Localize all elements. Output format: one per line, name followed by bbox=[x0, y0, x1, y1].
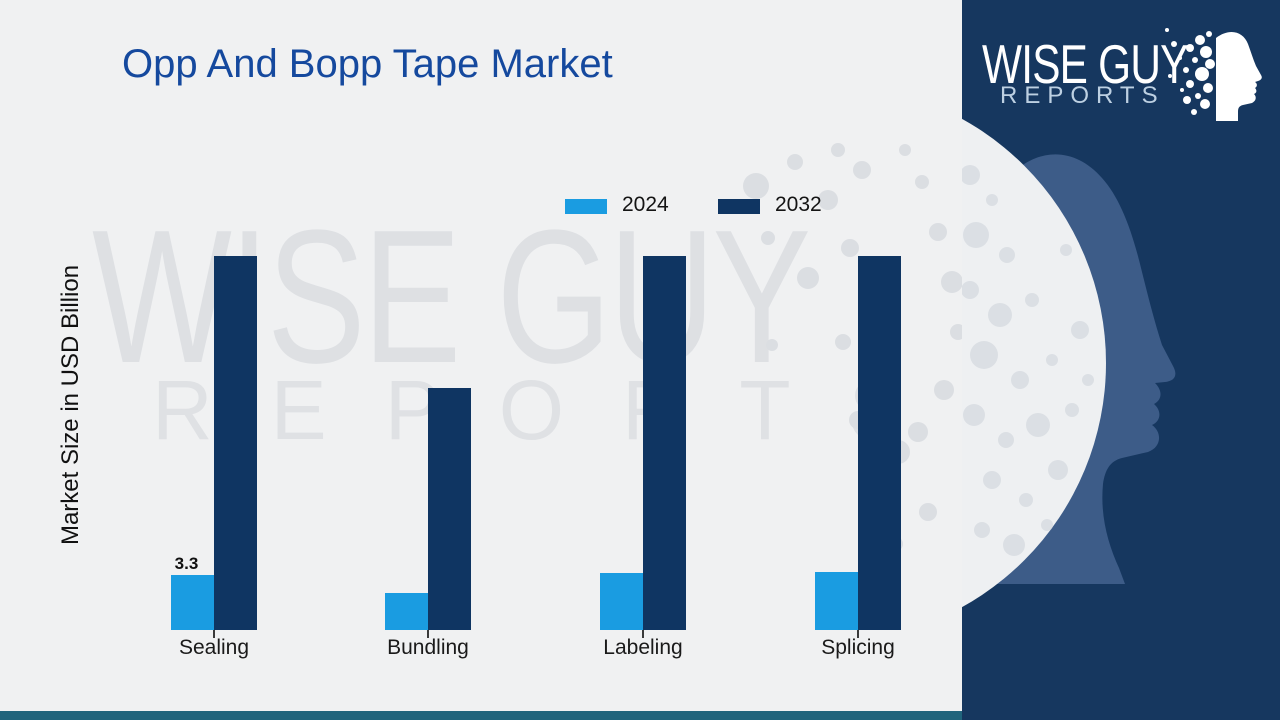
watermark-dot bbox=[743, 173, 769, 199]
bar-sealing-2032 bbox=[214, 256, 257, 630]
value-label-sealing-2024: 3.3 bbox=[174, 554, 199, 573]
logo-dot bbox=[1171, 41, 1177, 47]
logo-dot bbox=[1165, 28, 1169, 32]
watermark-dot bbox=[1082, 374, 1094, 386]
bar-splicing-2032 bbox=[858, 256, 901, 630]
watermark-dot bbox=[919, 503, 937, 521]
logo-dot bbox=[1203, 83, 1213, 93]
watermark-dot bbox=[934, 380, 954, 400]
watermark-dot bbox=[986, 194, 998, 206]
bar-bundling-2024 bbox=[385, 593, 428, 630]
watermark-dot bbox=[1048, 460, 1068, 480]
watermark-dot bbox=[1019, 493, 1033, 507]
watermark-dot bbox=[970, 341, 998, 369]
watermark-dot bbox=[853, 161, 871, 179]
category-label-sealing: Sealing bbox=[178, 636, 250, 659]
brand-panel: WISE GUY REPORTS bbox=[962, 0, 1280, 720]
watermark-dot bbox=[1026, 413, 1050, 437]
x-axis-tick bbox=[213, 630, 215, 638]
logo-dot bbox=[1205, 59, 1215, 69]
logo-wordmark: WISE GUY bbox=[982, 33, 1188, 95]
logo-dot bbox=[1186, 80, 1194, 88]
logo-dot bbox=[1183, 96, 1191, 104]
watermark-dot bbox=[818, 190, 838, 210]
watermark-dot bbox=[941, 271, 963, 293]
watermark-dot bbox=[974, 522, 990, 538]
x-axis-tick bbox=[857, 630, 859, 638]
logo-reports: REPORTS bbox=[1000, 82, 1165, 109]
logo-dot bbox=[1200, 46, 1212, 58]
logo-dot bbox=[1195, 35, 1205, 45]
watermark-dot bbox=[963, 404, 985, 426]
panel-dot-cluster bbox=[962, 165, 1094, 556]
watermark-dot bbox=[1060, 244, 1072, 256]
watermark-dot bbox=[835, 334, 851, 350]
logo-dot bbox=[1178, 56, 1182, 60]
watermark-dot bbox=[915, 175, 929, 189]
x-axis-tick bbox=[642, 630, 644, 638]
watermark-wordmark: WISE GUY bbox=[92, 191, 811, 403]
watermark-dot bbox=[962, 165, 980, 185]
watermark-dot bbox=[999, 247, 1015, 263]
watermark-dot bbox=[963, 222, 989, 248]
watermark-dot bbox=[831, 143, 845, 157]
logo-dot bbox=[1186, 44, 1194, 52]
bar-bundling-2032 bbox=[428, 388, 471, 630]
bar-labeling-2032 bbox=[643, 256, 686, 630]
legend-label-2032: 2032 bbox=[775, 193, 822, 216]
watermark-dot bbox=[761, 231, 775, 245]
category-label-splicing: Splicing bbox=[821, 636, 895, 659]
bar-labeling-2024 bbox=[600, 573, 643, 630]
logo-dot bbox=[1195, 93, 1201, 99]
watermark-dot bbox=[797, 267, 819, 289]
logo-dot bbox=[1195, 67, 1209, 81]
logo-dot bbox=[1168, 74, 1172, 78]
watermark-dot bbox=[1071, 321, 1089, 339]
watermark-reports: REPORTS bbox=[152, 363, 963, 457]
watermark-dot bbox=[1011, 371, 1029, 389]
logo-dot bbox=[1200, 99, 1210, 109]
watermark-dot bbox=[787, 154, 803, 170]
logo-dot bbox=[1206, 31, 1212, 37]
watermark-dot bbox=[962, 281, 979, 299]
watermark-dot bbox=[908, 422, 928, 442]
watermark-dot bbox=[1046, 354, 1058, 366]
page-title: Opp And Bopp Tape Market bbox=[122, 42, 613, 86]
bar-splicing-2024 bbox=[815, 572, 858, 630]
watermark-dot bbox=[766, 339, 778, 351]
brand-panel-art bbox=[962, 28, 1262, 608]
watermark-dot bbox=[983, 471, 1001, 489]
logo-dot-cluster bbox=[1165, 28, 1215, 115]
watermark-dot bbox=[1025, 293, 1039, 307]
legend-swatch-2032 bbox=[718, 199, 760, 214]
legend-swatch-2024 bbox=[565, 199, 607, 214]
logo-dot bbox=[1183, 67, 1189, 73]
logo-dot bbox=[1191, 109, 1197, 115]
logo-face-icon bbox=[1216, 32, 1262, 121]
y-axis-label: Market Size in USD Billion bbox=[57, 264, 84, 546]
watermark-dot bbox=[841, 239, 859, 257]
watermark-dot bbox=[1041, 519, 1053, 531]
x-axis-tick bbox=[427, 630, 429, 638]
watermark-dot bbox=[988, 303, 1012, 327]
watermark-dot bbox=[998, 432, 1014, 448]
watermark-dot bbox=[929, 223, 947, 241]
watermark-dot bbox=[899, 144, 911, 156]
watermark-dot bbox=[1003, 534, 1025, 556]
category-label-bundling: Bundling bbox=[387, 636, 469, 659]
logo-dot bbox=[1192, 57, 1198, 63]
bar-sealing-2024 bbox=[171, 575, 214, 630]
logo-dot bbox=[1180, 88, 1184, 92]
category-label-labeling: Labeling bbox=[603, 636, 683, 659]
watermark-dot bbox=[1065, 403, 1079, 417]
legend-label-2024: 2024 bbox=[622, 193, 669, 216]
bottom-strip bbox=[0, 711, 962, 720]
